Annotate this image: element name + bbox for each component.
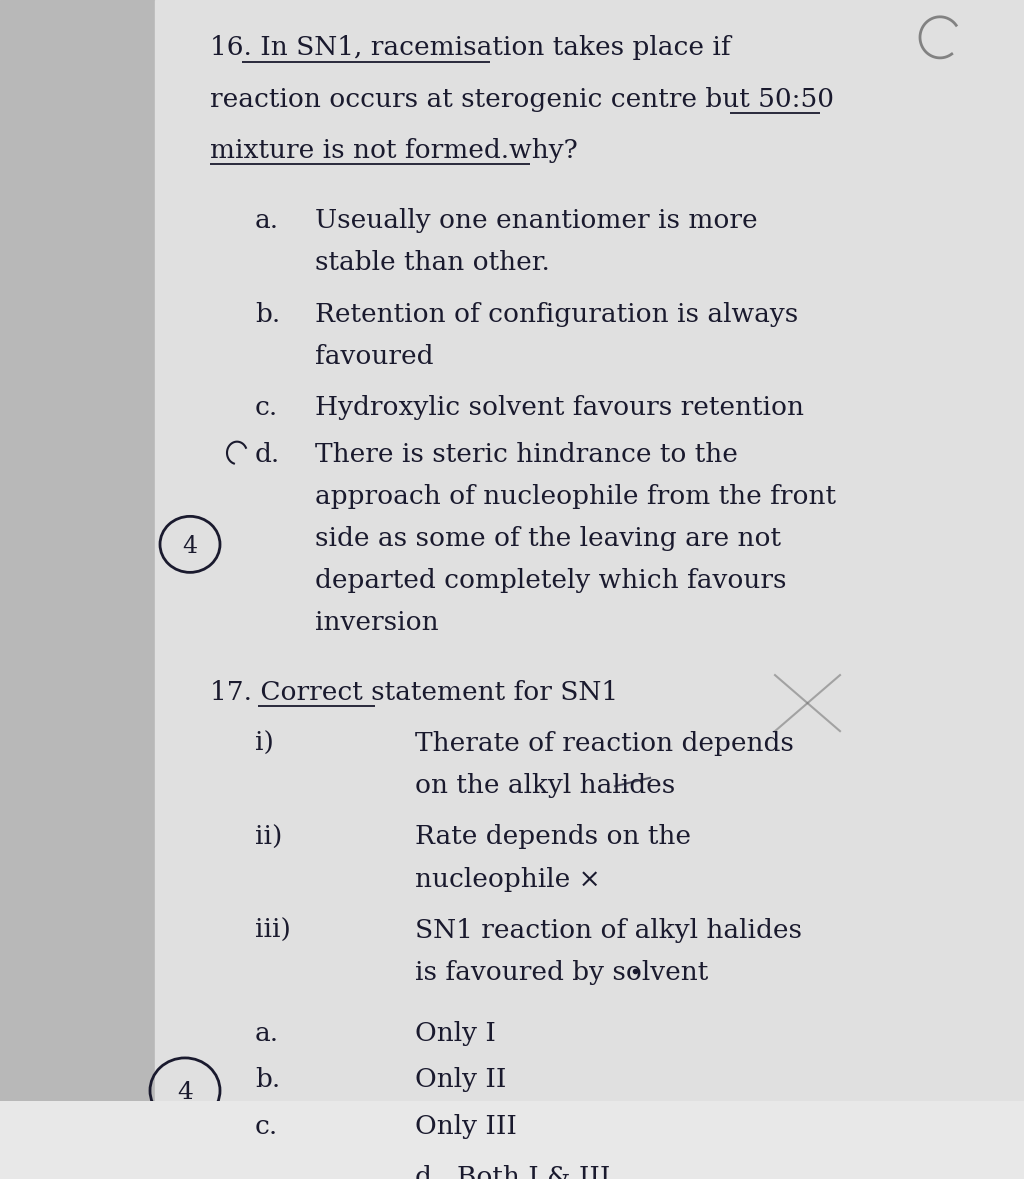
Text: is favoured by solvent: is favoured by solvent bbox=[415, 960, 709, 984]
Text: 17. Correct statement for SN1: 17. Correct statement for SN1 bbox=[210, 680, 618, 705]
Text: mixture is not formed.why?: mixture is not formed.why? bbox=[210, 138, 578, 163]
Text: There is steric hindrance to the: There is steric hindrance to the bbox=[315, 442, 738, 467]
Text: on the alkyl halides: on the alkyl halides bbox=[415, 773, 675, 798]
Text: a.: a. bbox=[255, 209, 280, 233]
Text: Rate depends on the: Rate depends on the bbox=[415, 824, 691, 850]
Text: SN1 reaction of alkyl halides: SN1 reaction of alkyl halides bbox=[415, 918, 802, 943]
Text: Only II: Only II bbox=[415, 1067, 507, 1092]
Text: reaction occurs at sterogenic centre but 50:50: reaction occurs at sterogenic centre but… bbox=[210, 87, 834, 112]
Text: departed completely which favours: departed completely which favours bbox=[315, 568, 786, 593]
Text: b.: b. bbox=[255, 1067, 281, 1092]
Text: approach of nucleophile from the front: approach of nucleophile from the front bbox=[315, 483, 836, 508]
Text: Useually one enantiomer is more: Useually one enantiomer is more bbox=[315, 209, 758, 233]
Text: c.: c. bbox=[255, 395, 279, 420]
Text: d.  Both I & III: d. Both I & III bbox=[415, 1165, 610, 1179]
Bar bbox=[155, 0, 1024, 1101]
Text: 4: 4 bbox=[182, 535, 198, 558]
Text: i): i) bbox=[255, 731, 273, 756]
Text: stable than other.: stable than other. bbox=[315, 250, 550, 275]
Text: ii): ii) bbox=[255, 824, 283, 850]
Text: iii): iii) bbox=[255, 918, 291, 943]
Text: inversion: inversion bbox=[315, 610, 438, 634]
Text: d.: d. bbox=[255, 442, 281, 467]
Text: Retention of configuration is always: Retention of configuration is always bbox=[315, 302, 799, 327]
Text: nucleophile ×: nucleophile × bbox=[415, 867, 601, 891]
Text: Therate of reaction depends: Therate of reaction depends bbox=[415, 731, 794, 756]
Text: Only I: Only I bbox=[415, 1021, 496, 1046]
Text: Only III: Only III bbox=[415, 1114, 517, 1139]
Text: Hydroxylic solvent favours retention: Hydroxylic solvent favours retention bbox=[315, 395, 804, 420]
Text: 4: 4 bbox=[177, 1081, 193, 1104]
Text: side as some of the leaving are not: side as some of the leaving are not bbox=[315, 526, 781, 551]
Text: b.: b. bbox=[255, 302, 281, 327]
Bar bbox=[0, 0, 155, 1101]
Text: a.: a. bbox=[255, 1021, 280, 1046]
Text: favoured: favoured bbox=[315, 343, 433, 369]
Text: 16. In SN1, racemisation takes place if: 16. In SN1, racemisation takes place if bbox=[210, 35, 731, 60]
Text: c.: c. bbox=[255, 1114, 279, 1139]
